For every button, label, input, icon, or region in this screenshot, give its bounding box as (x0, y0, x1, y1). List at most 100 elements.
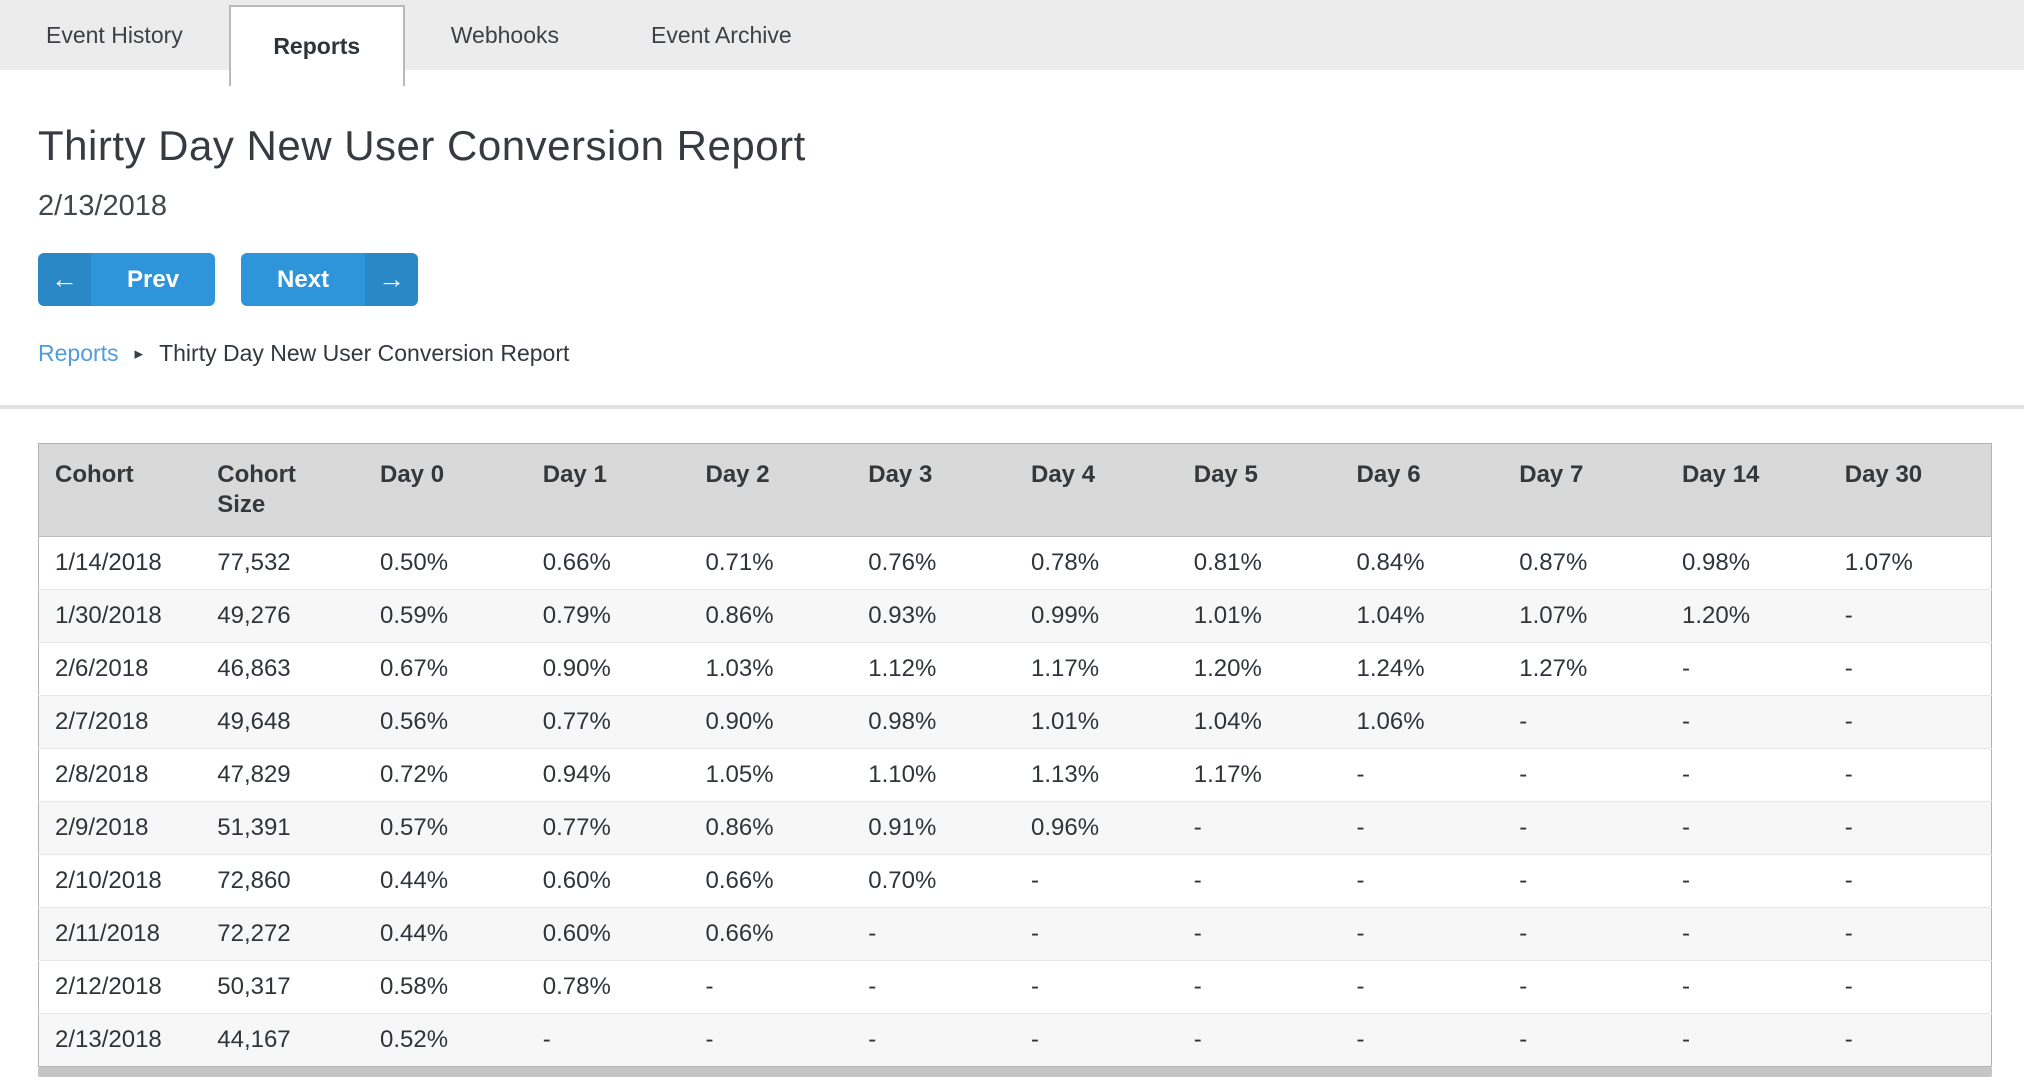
table-cell: 49,276 (201, 589, 364, 643)
arrow-left-icon: ← (38, 253, 91, 306)
table-cell: 0.84% (1340, 536, 1504, 590)
table-cell: - (1015, 1013, 1178, 1067)
table-cell: 0.94% (526, 748, 690, 802)
table-cell: 2/6/2018 (38, 642, 202, 696)
table-cell: - (1503, 960, 1666, 1014)
next-button-label: Next (241, 253, 366, 306)
table-cell: 1.13% (1015, 748, 1178, 802)
table-cell: 0.56% (364, 695, 527, 749)
table-cell: 0.81% (1177, 536, 1341, 590)
table-row: 2/12/2018 50,317 0.58% 0.78% - - - - - - - - (38, 960, 1992, 1014)
table-cell: 2/13/2018 (38, 1013, 202, 1067)
table-cell: 1.01% (1015, 695, 1178, 749)
table-cell: 0.77% (526, 801, 690, 855)
table-cell: - (1340, 801, 1504, 855)
table-cell: - (1828, 589, 1992, 643)
tab-event-history[interactable]: Event History (46, 21, 183, 48)
table-cell: 0.98% (1666, 536, 1829, 590)
table-cell: 1/30/2018 (38, 589, 202, 643)
table-cell: 0.98% (852, 695, 1015, 749)
table-cell: - (1828, 642, 1992, 696)
column-header: Day 5 (1177, 443, 1341, 537)
table-cell: 51,391 (201, 801, 364, 855)
table-cell: 2/8/2018 (38, 748, 202, 802)
table-cell: 0.93% (852, 589, 1015, 643)
next-button[interactable]: Next → (241, 253, 419, 306)
table-cell: 2/7/2018 (38, 695, 202, 749)
table-cell: 1.03% (689, 642, 853, 696)
table-cell: 1/14/2018 (38, 536, 202, 590)
table-cell: - (1828, 960, 1992, 1014)
table-cell: 2/9/2018 (38, 801, 202, 855)
tab-bar: Event History Reports Webhooks Event Arc… (0, 0, 2024, 86)
table-cell: - (1340, 854, 1504, 908)
table-cell: 1.20% (1177, 642, 1341, 696)
table-cell: - (852, 1013, 1015, 1067)
table-cell: 46,863 (201, 642, 364, 696)
table-cell: 0.52% (364, 1013, 527, 1067)
column-header: Day 0 (364, 443, 527, 537)
table-cell: 0.70% (852, 854, 1015, 908)
table-cell: - (1828, 907, 1992, 961)
table-cell: 2/11/2018 (38, 907, 202, 961)
table-cell: 0.90% (526, 642, 690, 696)
table-body: 1/14/2018 77,532 0.50% 0.66% 0.71% 0.76% 0.78%… (38, 536, 1992, 1067)
table-row: 1/14/2018 77,532 0.50% 0.66% 0.71% 0.76% 0.78%… (38, 536, 1992, 590)
table-cell: 2/10/2018 (38, 854, 202, 908)
breadcrumb-reports-link[interactable]: Reports (38, 340, 119, 366)
table-cell: 0.66% (689, 907, 853, 961)
table-row: 2/11/2018 72,272 0.44% 0.60% 0.66% - - - - - - - (38, 907, 1992, 961)
page-title: Thirty Day New User Conversion Report (38, 122, 806, 169)
table-cell: - (1015, 854, 1178, 908)
table-cell: 0.71% (689, 536, 853, 590)
table-cell: 0.79% (526, 589, 690, 643)
prev-button[interactable]: ← Prev (38, 253, 216, 306)
tab-webhooks[interactable]: Webhooks (450, 21, 560, 48)
column-header: Day 30 (1828, 443, 1992, 537)
conversion-report-table: Cohort Cohort Size Day 0 Day 1 Day 2 Day 3 Day… (38, 443, 1992, 1067)
report-table-container: Cohort Cohort Size Day 0 Day 1 Day 2 Day 3 Day… (38, 443, 1992, 1077)
table-cell: 0.78% (526, 960, 690, 1014)
table-cell: - (1015, 960, 1178, 1014)
table-cell: 1.17% (1015, 642, 1178, 696)
table-cell: - (526, 1013, 690, 1067)
section-divider (0, 405, 2024, 409)
table-row: 2/9/2018 51,391 0.57% 0.77% 0.86% 0.91% 0.96% -… (38, 801, 1992, 855)
table-cell: - (1503, 1013, 1666, 1067)
table-cell: 50,317 (201, 960, 364, 1014)
column-header: Day 1 (526, 443, 690, 537)
table-cell: 1.06% (1340, 695, 1504, 749)
table-cell: 77,532 (201, 536, 364, 590)
table-cell: 0.78% (1015, 536, 1178, 590)
table-cell: - (1666, 695, 1829, 749)
table-cell: 0.87% (1503, 536, 1666, 590)
breadcrumb-separator-icon: ▸ (134, 343, 144, 363)
table-cell: - (852, 960, 1015, 1014)
table-cell: - (1666, 960, 1829, 1014)
table-cell: 47,829 (201, 748, 364, 802)
table-row: 1/30/2018 49,276 0.59% 0.79% 0.86% 0.93% 0.99%… (38, 589, 1992, 643)
table-header-row: Cohort Cohort Size Day 0 Day 1 Day 2 Day 3 Day… (38, 443, 1992, 537)
table-cell: - (1340, 1013, 1504, 1067)
table-cell: 0.50% (364, 536, 527, 590)
table-cell: 0.66% (526, 536, 690, 590)
horizontal-scrollbar[interactable] (38, 1067, 1992, 1077)
report-date: 2/13/2018 (38, 190, 168, 222)
table-cell: - (1503, 854, 1666, 908)
table-cell: 0.86% (689, 589, 853, 643)
table-cell: - (1666, 748, 1829, 802)
table-cell: - (1666, 642, 1829, 696)
tab-reports[interactable]: Reports (228, 5, 405, 86)
table-cell: 72,272 (201, 907, 364, 961)
table-cell: 72,860 (201, 854, 364, 908)
table-cell: - (1666, 854, 1829, 908)
table-cell: - (1666, 907, 1829, 961)
table-cell: - (1828, 695, 1992, 749)
table-cell: - (1340, 960, 1504, 1014)
table-cell: 0.90% (689, 695, 853, 749)
table-cell: - (1828, 1013, 1992, 1067)
table-cell: 1.20% (1666, 589, 1829, 643)
table-cell: 0.77% (526, 695, 690, 749)
table-cell: - (1666, 1013, 1829, 1067)
tab-event-archive[interactable]: Event Archive (651, 21, 792, 48)
